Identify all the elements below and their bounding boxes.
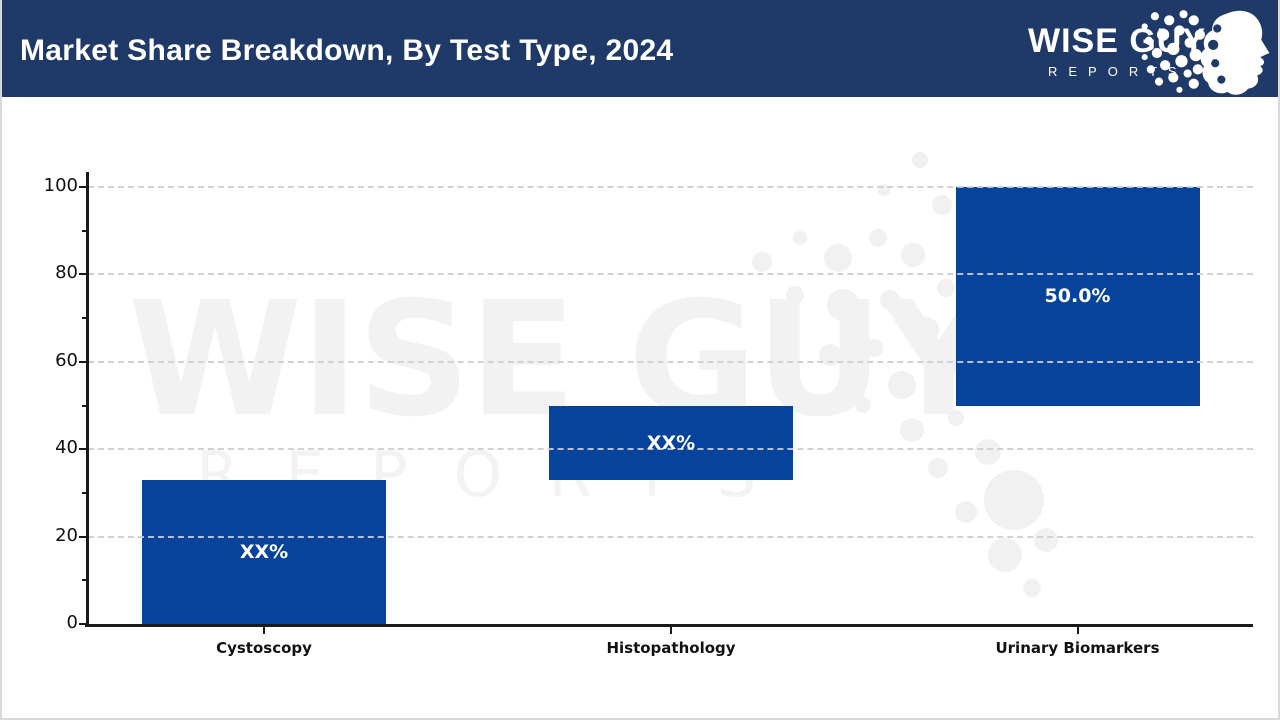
y-tick-mark	[79, 623, 87, 625]
y-tick-label: 60	[55, 349, 78, 371]
y-axis-line	[86, 172, 89, 627]
y-minor-tick-mark	[82, 404, 87, 407]
bar-value-label: XX%	[646, 431, 696, 454]
x-category-label: Urinary Biomarkers	[995, 639, 1160, 657]
bar-value-label: XX%	[239, 540, 289, 563]
x-tick-mark	[263, 626, 265, 634]
y-tick-mark	[79, 535, 87, 538]
chart-title: Market Share Breakdown, By Test Type, 20…	[20, 34, 674, 67]
y-tick-label: 0	[66, 612, 78, 633]
brand-logo: WISE GUY REPORTS	[1022, 4, 1272, 95]
y-minor-tick-mark	[82, 317, 87, 320]
gridline	[88, 448, 1253, 451]
bar	[955, 187, 1200, 406]
x-category-label: Histopathology	[606, 639, 736, 657]
bar-value-label: 50.0%	[1044, 285, 1111, 308]
x-tick-mark	[670, 626, 672, 634]
y-minor-tick-mark	[82, 229, 87, 232]
y-tick-mark	[79, 360, 87, 363]
y-tick-label: 20	[55, 524, 78, 546]
x-category-label: Cystoscopy	[216, 639, 312, 657]
gridline	[88, 535, 1253, 538]
bar	[549, 405, 793, 480]
brand-logo-subtitle: REPORTS	[1048, 64, 1188, 79]
bar	[142, 479, 386, 624]
x-axis-line	[85, 624, 1253, 627]
y-tick-mark	[79, 186, 87, 188]
y-minor-tick-mark	[82, 579, 87, 582]
brand-face-icon	[1141, 10, 1270, 95]
header-bar: Market Share Breakdown, By Test Type, 20…	[0, 0, 1280, 97]
gridline	[88, 360, 1253, 363]
y-tick-label: 80	[55, 262, 78, 284]
y-tick-mark	[79, 448, 87, 451]
x-tick-mark	[1076, 626, 1079, 634]
y-tick-mark	[79, 273, 87, 276]
y-tick-label: 100	[43, 175, 78, 196]
y-minor-tick-mark	[82, 491, 87, 494]
y-tick-label: 40	[55, 437, 78, 459]
gridline	[88, 186, 1253, 188]
gridline	[88, 273, 1253, 276]
